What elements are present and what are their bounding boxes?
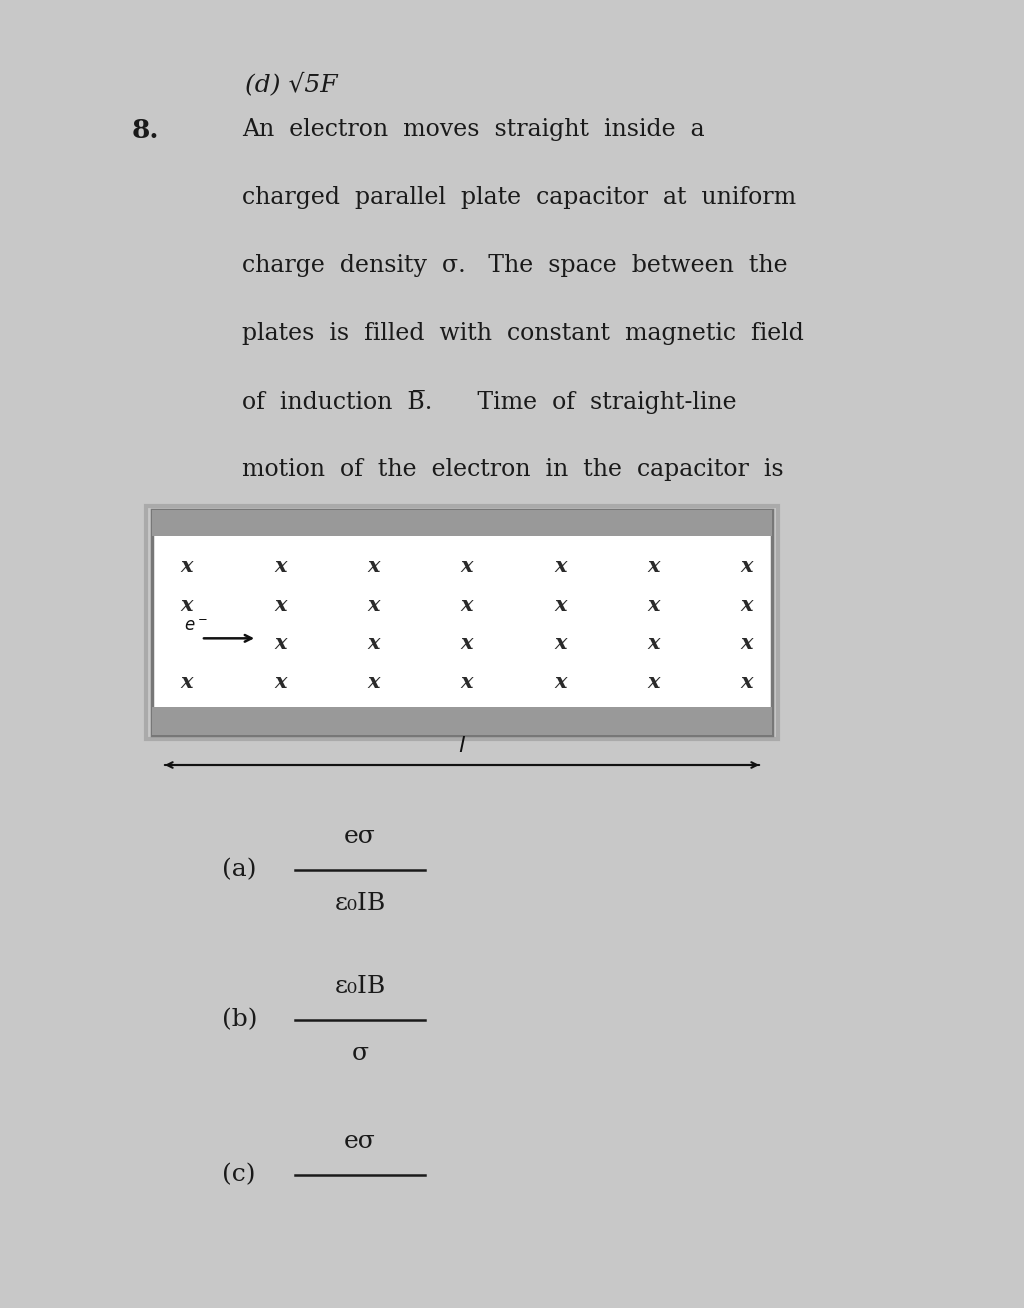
Text: x: x	[274, 633, 287, 653]
Text: charge  density  σ.   The  space  between  the: charge density σ. The space between the	[242, 254, 787, 277]
Text: (c): (c)	[222, 1164, 256, 1186]
Text: x: x	[368, 556, 380, 576]
Text: An  electron  moves  straight  inside  a: An electron moves straight inside a	[242, 118, 705, 141]
Text: x: x	[740, 672, 754, 692]
Text: (a): (a)	[222, 858, 256, 882]
Text: ε₀IB: ε₀IB	[335, 892, 386, 916]
Text: x: x	[181, 672, 194, 692]
Text: $l$: $l$	[458, 735, 466, 757]
Text: plates  is  filled  with  constant  magnetic  field: plates is filled with constant magnetic …	[242, 322, 804, 345]
Text: motion  of  the  electron  in  the  capacitor  is: motion of the electron in the capacitor …	[242, 458, 783, 481]
Text: x: x	[647, 556, 659, 576]
Text: x: x	[181, 595, 194, 615]
Bar	[152, 510, 772, 536]
Text: x: x	[647, 672, 659, 692]
Bar	[146, 506, 778, 739]
Text: x: x	[461, 556, 473, 576]
Text: charged  parallel  plate  capacitor  at  uniform: charged parallel plate capacitor at unif…	[242, 186, 796, 209]
Text: x: x	[554, 556, 566, 576]
Text: x: x	[274, 595, 287, 615]
Text: x: x	[554, 633, 566, 653]
Text: (b): (b)	[222, 1008, 257, 1032]
Text: ε₀IB: ε₀IB	[335, 974, 386, 998]
Text: x: x	[740, 633, 754, 653]
Bar	[152, 510, 772, 735]
Text: eσ: eσ	[344, 1130, 376, 1152]
Text: x: x	[274, 672, 287, 692]
Text: x: x	[461, 595, 473, 615]
Text: σ: σ	[351, 1042, 369, 1065]
Text: x: x	[647, 633, 659, 653]
Text: x: x	[647, 595, 659, 615]
Text: 8.: 8.	[132, 118, 160, 143]
Text: x: x	[461, 672, 473, 692]
Text: x: x	[181, 556, 194, 576]
Text: $e^-$: $e^-$	[184, 619, 208, 636]
Text: x: x	[368, 633, 380, 653]
Text: x: x	[368, 595, 380, 615]
Text: (d) √5F: (d) √5F	[245, 72, 338, 95]
Text: x: x	[461, 633, 473, 653]
Text: x: x	[554, 595, 566, 615]
Text: eσ: eσ	[344, 825, 376, 848]
Bar	[152, 708, 772, 735]
Text: x: x	[740, 595, 754, 615]
Text: of  induction  B̅.      Time  of  straight-line: of induction B̅. Time of straight-line	[242, 390, 736, 415]
Text: x: x	[740, 556, 754, 576]
Text: x: x	[554, 672, 566, 692]
Text: x: x	[274, 556, 287, 576]
Text: x: x	[368, 672, 380, 692]
